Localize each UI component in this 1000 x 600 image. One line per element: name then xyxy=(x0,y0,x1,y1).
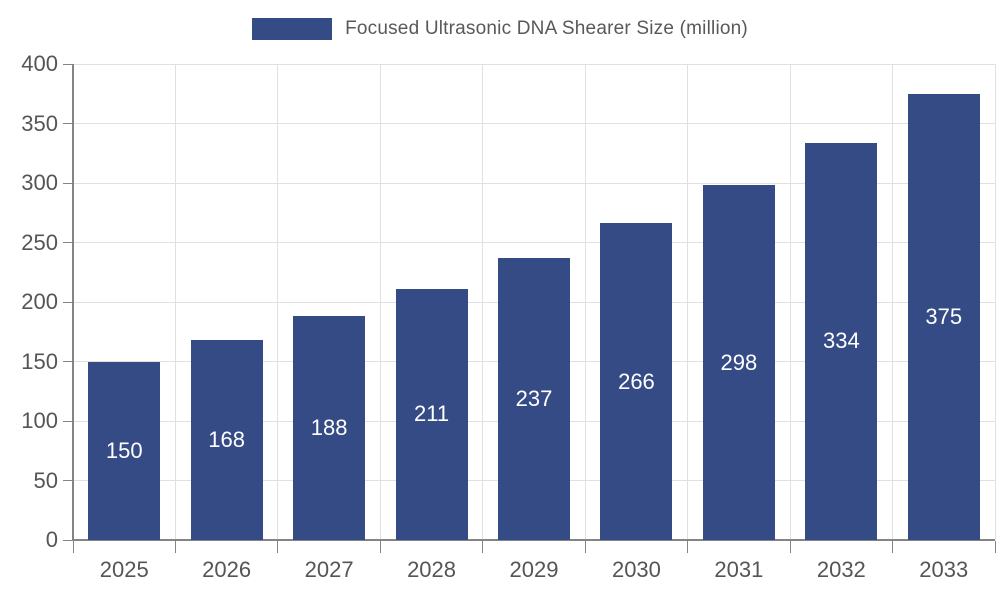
gridline-vertical xyxy=(892,64,894,540)
gridline-vertical xyxy=(174,64,176,540)
legend-label: Focused Ultrasonic DNA Shearer Size (mil… xyxy=(345,18,748,39)
x-tick-label: 2033 xyxy=(919,557,969,582)
x-axis-tick xyxy=(584,541,586,553)
y-tick-label: 100 xyxy=(21,408,58,433)
x-axis-tick xyxy=(174,541,176,553)
x-axis-tick xyxy=(994,541,996,553)
x-axis-tick xyxy=(687,541,689,553)
bar-2033[interactable]: 375 xyxy=(907,93,980,540)
x-axis-tick xyxy=(72,541,74,553)
y-tick-label: 350 xyxy=(21,110,58,136)
bar-value-label: 211 xyxy=(414,401,450,427)
x-axis-tick xyxy=(482,541,484,553)
bar-value-label: 237 xyxy=(515,385,553,411)
bar-value-label: 168 xyxy=(208,427,246,453)
legend-item[interactable]: Focused Ultrasonic DNA Shearer Size (mil… xyxy=(0,18,1000,40)
x-axis-line xyxy=(72,539,995,541)
bar-2029[interactable]: 237 xyxy=(498,257,570,540)
gridline-vertical xyxy=(687,64,689,540)
bar-2026[interactable]: 168 xyxy=(190,340,263,540)
gridline-horizontal xyxy=(73,182,995,184)
y-axis-tick xyxy=(63,539,73,541)
bar-2027[interactable]: 188 xyxy=(293,316,366,540)
y-axis-tick xyxy=(63,242,73,243)
x-tick-label: 2025 xyxy=(99,557,149,582)
legend-swatch xyxy=(252,18,333,40)
bar-value-label: 150 xyxy=(105,437,143,463)
x-tick-label: 2031 xyxy=(714,557,764,582)
y-axis-tick xyxy=(63,361,73,362)
y-tick-label: 50 xyxy=(33,467,58,493)
x-tick-label: 2027 xyxy=(304,557,354,582)
y-axis-tick xyxy=(63,63,73,65)
gridline-vertical xyxy=(482,64,484,540)
bar-value-label: 188 xyxy=(310,415,348,441)
x-axis-tick xyxy=(892,541,894,553)
x-tick-label: 2029 xyxy=(509,557,559,582)
y-tick-label: 400 xyxy=(21,51,58,76)
y-axis-tick xyxy=(63,480,73,481)
y-tick-label: 200 xyxy=(21,289,58,314)
bar-2032[interactable]: 334 xyxy=(805,142,878,540)
gridline-vertical xyxy=(584,64,586,540)
bar-2030[interactable]: 266 xyxy=(600,223,673,540)
x-tick-label: 2028 xyxy=(407,557,457,582)
bar-value-label: 375 xyxy=(925,303,963,329)
y-axis-tick xyxy=(63,182,73,184)
y-axis-tick xyxy=(63,301,73,303)
bar-value-label: 334 xyxy=(822,328,860,354)
bar-value-label: 298 xyxy=(720,349,758,375)
gridline-horizontal xyxy=(73,242,995,243)
y-tick-label: 150 xyxy=(21,348,58,374)
gridline-vertical xyxy=(994,64,996,540)
x-axis-tick xyxy=(789,541,791,553)
y-axis-line xyxy=(72,64,74,541)
bar-2031[interactable]: 298 xyxy=(702,185,775,540)
y-tick-label: 0 xyxy=(45,527,58,552)
gridline-vertical xyxy=(277,64,279,540)
y-axis-tick xyxy=(63,123,73,124)
x-axis-tick xyxy=(379,541,381,553)
x-tick-label: 2026 xyxy=(202,557,252,582)
gridline-horizontal xyxy=(73,123,995,124)
gridline-vertical xyxy=(379,64,381,540)
x-tick-label: 2032 xyxy=(816,557,866,582)
bar-value-label: 266 xyxy=(618,368,655,394)
y-axis-tick xyxy=(63,420,73,422)
gridline-horizontal xyxy=(73,63,995,65)
y-tick-label: 250 xyxy=(21,229,58,255)
bar-2028[interactable]: 211 xyxy=(395,288,468,540)
bar-2025[interactable]: 150 xyxy=(88,361,161,540)
x-axis-tick xyxy=(277,541,279,553)
x-tick-label: 2030 xyxy=(611,557,661,582)
y-tick-label: 300 xyxy=(21,170,58,195)
gridline-vertical xyxy=(789,64,791,540)
